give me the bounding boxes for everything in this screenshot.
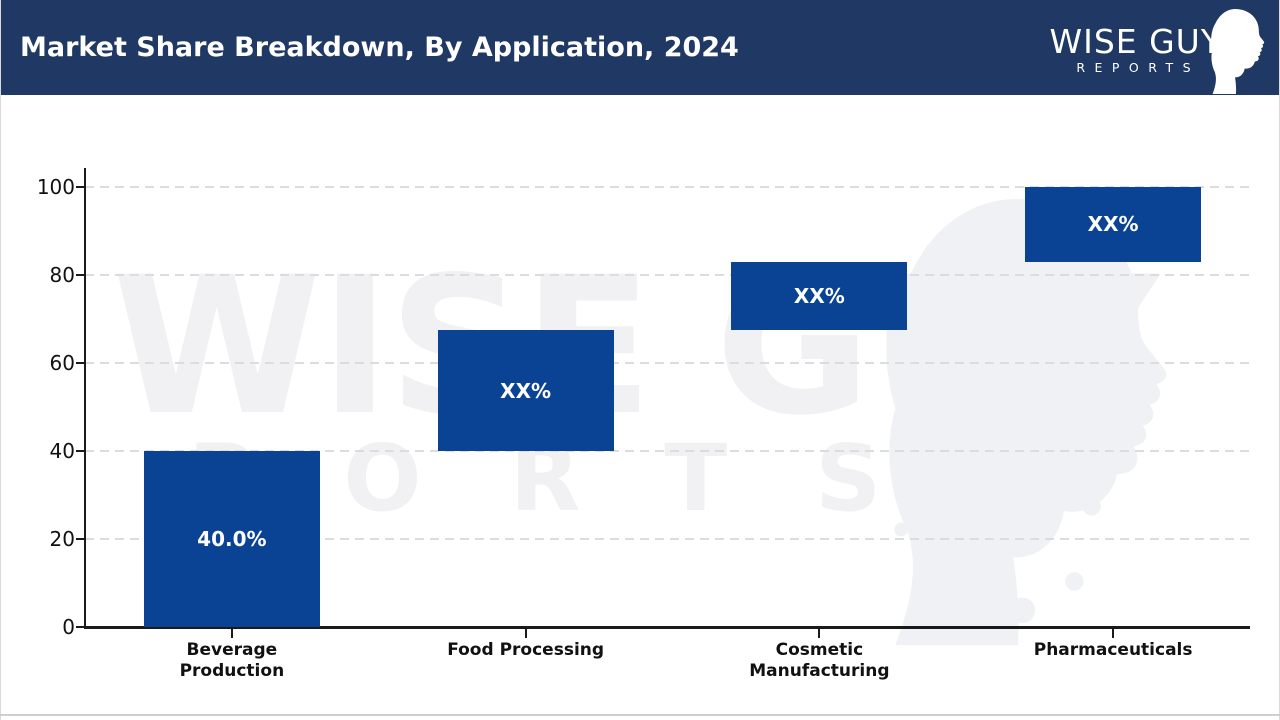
y-axis-label-20: 20 — [49, 527, 75, 551]
chart-title: Market Share Breakdown, By Application, … — [20, 32, 739, 63]
bottom-divider — [0, 714, 1280, 716]
y-axis-tick-0 — [76, 626, 85, 628]
x-axis-label-2: Cosmetic Manufacturing — [749, 640, 890, 682]
y-axis-label-100: 100 — [36, 175, 75, 199]
gridline-100 — [85, 186, 1250, 188]
chart-area: WISE GUY PORTS 0 20 40 60 80 100 40.0% Beverage… — [0, 95, 1280, 720]
bar-value-label: 40.0% — [197, 527, 267, 551]
gridline-20 — [85, 538, 1250, 540]
bar-value-label: XX% — [500, 378, 552, 403]
x-axis-tick-2 — [818, 629, 821, 638]
wiseguy-logo: WISE GUY REPORTS — [1049, 6, 1272, 94]
x-axis-label-0: Beverage Production — [179, 640, 285, 682]
y-axis-label-60: 60 — [49, 351, 75, 375]
bar-pharmaceuticals: XX% — [1025, 187, 1202, 262]
y-axis-tick-100 — [76, 186, 85, 188]
bar-cosmetic-manufacturing: XX% — [731, 261, 908, 330]
bar-food-processing: XX% — [437, 330, 614, 451]
bar-value-label: XX% — [793, 283, 845, 308]
y-axis-tick-80 — [76, 274, 85, 276]
x-axis-label-1: Food Processing — [447, 640, 605, 660]
x-axis-tick-0 — [230, 629, 233, 638]
header-bar: Market Share Breakdown, By Application, … — [0, 0, 1280, 95]
y-axis-tick-20 — [76, 538, 85, 540]
x-axis-line — [84, 626, 1250, 629]
x-axis-label-3: Pharmaceuticals — [1033, 640, 1193, 660]
watermark-head-icon — [887, 199, 1167, 645]
y-axis-line — [84, 168, 86, 629]
bar-value-label: XX% — [1087, 212, 1139, 237]
wiseguy-head-icon — [1211, 9, 1265, 94]
y-axis-label-40: 40 — [49, 439, 75, 463]
wiseguy-logo-text: WISE GUY REPORTS — [1049, 21, 1222, 76]
left-edge-border — [0, 0, 1, 720]
wiseguy-logo-subtitle: REPORTS — [1076, 60, 1201, 76]
x-axis-tick-1 — [524, 629, 527, 638]
wiseguy-logo-wordmark: WISE GUY — [1049, 21, 1222, 61]
y-axis-tick-60 — [76, 362, 85, 364]
gridline-40 — [85, 450, 1250, 452]
bar-beverage-production: 40.0% — [143, 451, 320, 627]
x-axis-tick-3 — [1112, 629, 1115, 638]
gridline-60 — [85, 362, 1250, 364]
y-axis-label-0: 0 — [62, 615, 75, 639]
y-axis-tick-40 — [76, 450, 85, 452]
y-axis-label-80: 80 — [49, 263, 75, 287]
gridline-80 — [85, 274, 1250, 276]
